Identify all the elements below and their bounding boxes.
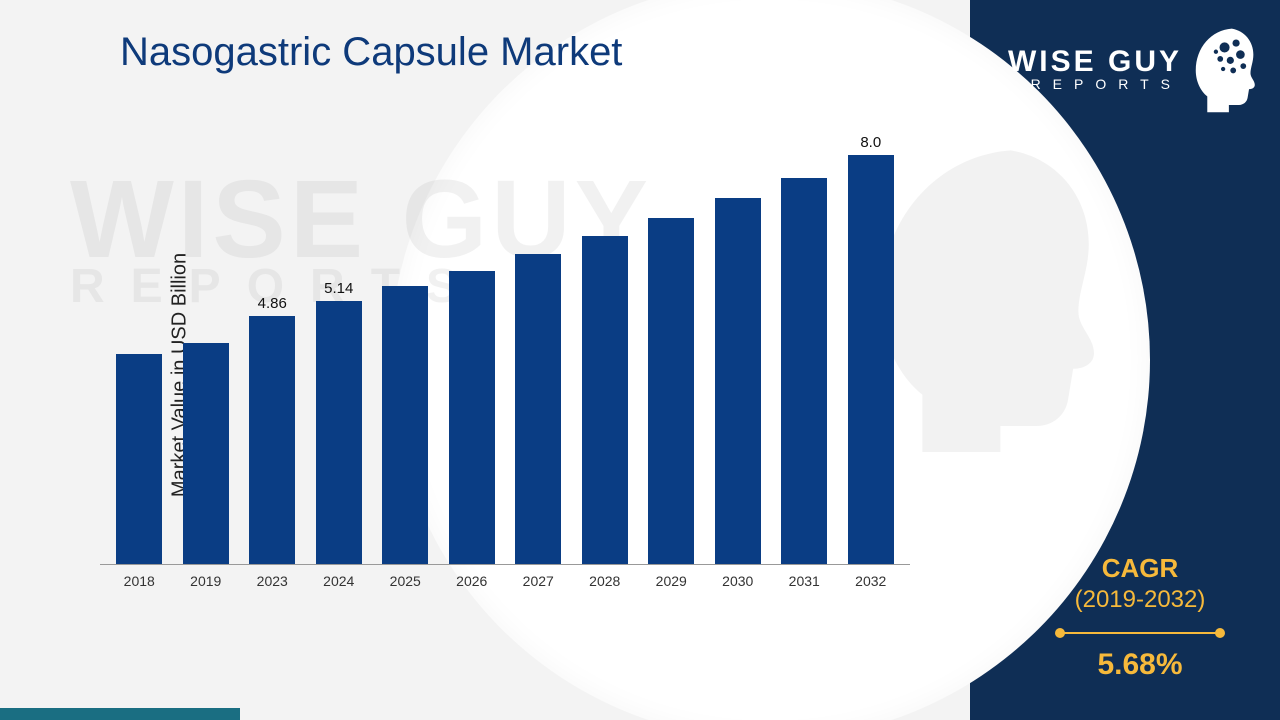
x-tick-label: 2019 [173,567,240,595]
x-tick-label: 2024 [306,567,373,595]
x-tick-label: 2027 [505,567,572,595]
page-root: WISE GUY REPORTS WISE GUY REPORTS CAGR (… [0,0,1280,720]
x-tick-label: 2026 [439,567,506,595]
bar [116,354,162,564]
cagr-years: (2019-2032) [1000,586,1280,614]
logo-text: WISE GUY REPORTS [1008,46,1182,92]
plot-area: 4.865.14 8.0 [100,155,910,565]
x-tick-label: 2018 [106,567,173,595]
bar [715,198,761,564]
bar [582,236,628,564]
logo-line1: WISE GUY [1008,46,1182,78]
bar-wrap [572,155,639,564]
bar-wrap [705,155,772,564]
cagr-value: 5.68% [1000,648,1280,682]
bar-value-label: 4.86 [239,295,306,312]
x-tick-label: 2028 [572,567,639,595]
page-title: Nasogastric Capsule Market [120,30,622,75]
bar-chart: Market Value in USD Billion 4.865.148.0 … [50,155,910,595]
bar [781,178,827,565]
bar [648,218,694,564]
bar-wrap [106,155,173,564]
bars-container: 4.865.14 8.0 [100,155,910,564]
x-tick-label: 2030 [705,567,772,595]
bar-wrap: 5.14 [306,155,373,564]
bar-wrap: 8.0 [838,155,905,564]
x-tick-label: 2031 [771,567,838,595]
logo-head-icon [1190,24,1262,114]
bar [382,286,428,564]
bar-wrap [771,155,838,564]
bar-wrap [372,155,439,564]
x-tick-label: 2023 [239,567,306,595]
bar [183,343,229,564]
cagr-block: CAGR (2019-2032) 5.68% [1000,553,1280,682]
bar-value-label: 8.0 [838,134,905,151]
bar-wrap: 4.86 [239,155,306,564]
bar [249,316,295,564]
cagr-divider [1060,632,1220,634]
logo-line2: REPORTS [1008,77,1182,92]
bar [515,254,561,564]
x-axis-line [100,564,910,565]
bar-wrap [173,155,240,564]
bar [449,271,495,564]
bar-wrap [638,155,705,564]
bar-wrap [439,155,506,564]
bar [848,155,894,564]
x-tick-label: 2032 [838,567,905,595]
x-labels: 2018201920232024202520262027202820292030… [100,567,910,595]
bar [316,301,362,564]
cagr-title: CAGR [1000,553,1280,584]
bar-value-label: 5.14 [306,280,373,297]
bar-wrap [505,155,572,564]
x-tick-label: 2029 [638,567,705,595]
brand-logo: WISE GUY REPORTS [992,24,1262,114]
x-tick-label: 2025 [372,567,439,595]
bottom-accent-bar [0,708,240,720]
